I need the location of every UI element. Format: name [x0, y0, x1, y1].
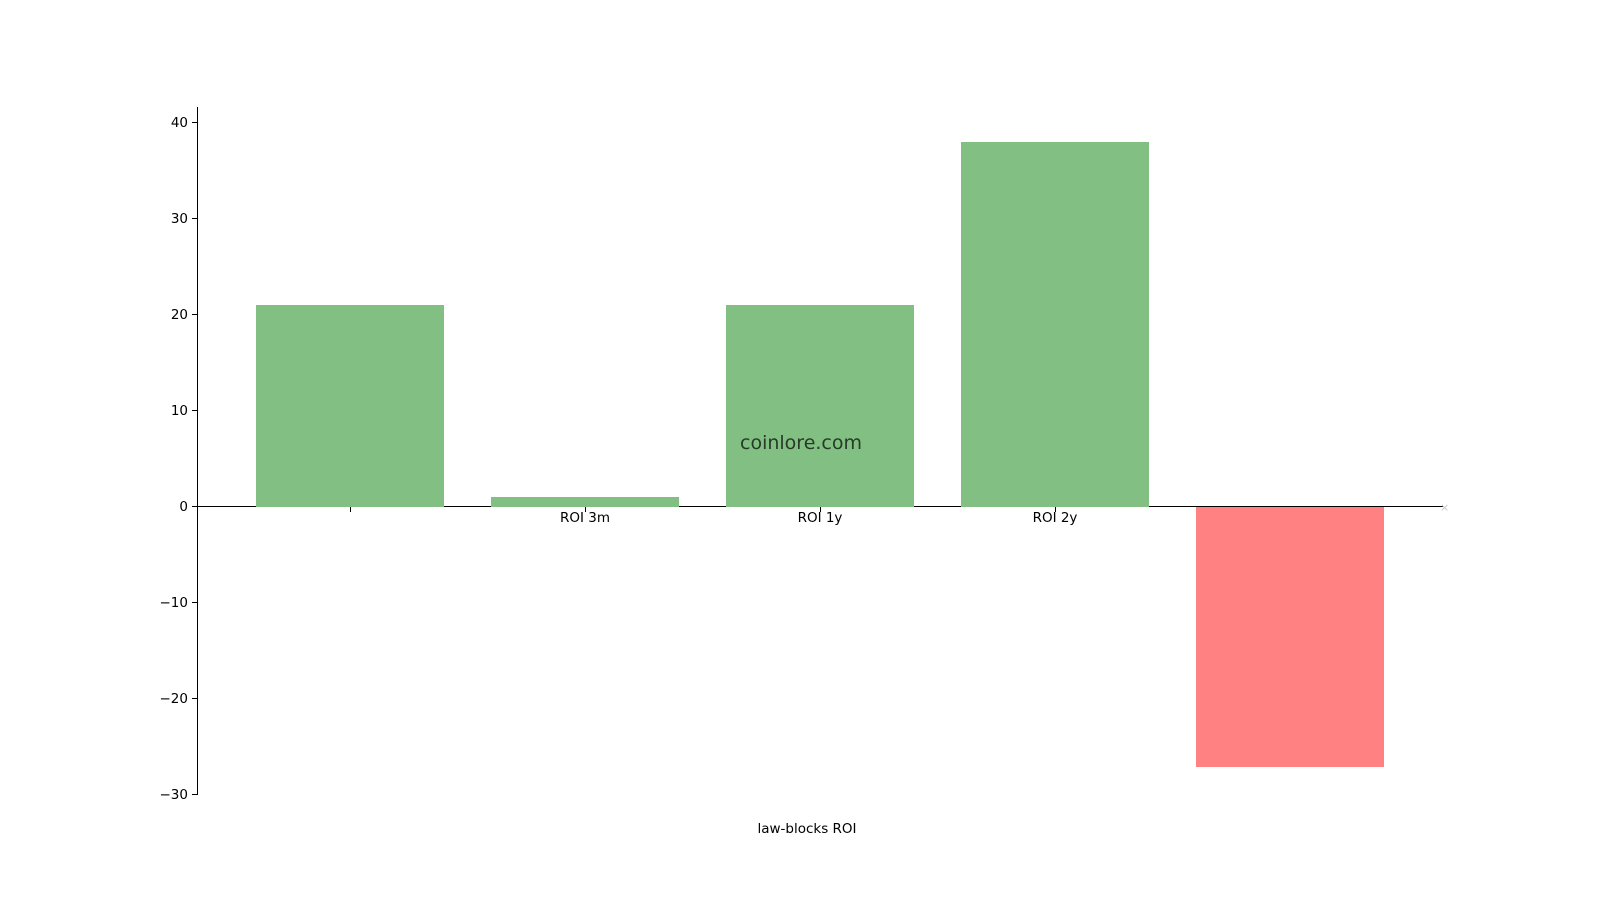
- x-tick-3: [1054, 507, 1056, 512]
- y-tick-0: [192, 506, 197, 508]
- axis-end-marker: ×: [1440, 501, 1450, 514]
- chart-title: law-blocks ROI: [757, 821, 857, 837]
- bar-roi-2y: [961, 142, 1149, 507]
- y-tick-20: [192, 314, 197, 316]
- x-tick-label-3: ROI 2y: [1032, 510, 1078, 526]
- y-tick-10: [192, 410, 197, 412]
- bar-0: [256, 305, 444, 507]
- bar-roi-3m: [491, 497, 679, 507]
- y-tick-label-20: 20: [170, 307, 188, 323]
- y-axis-spine: [197, 107, 199, 795]
- y-tick-30: [192, 218, 197, 220]
- x-tick-0: [349, 507, 351, 512]
- x-tick-1: [584, 507, 586, 512]
- y-tick-label-0: 0: [179, 499, 188, 515]
- watermark-text: coinlore.com: [740, 432, 862, 454]
- bar-4: [1196, 507, 1384, 767]
- y-tick-label-10: 10: [170, 403, 188, 419]
- x-tick-2: [819, 507, 821, 512]
- y-tick-label--30: −30: [159, 787, 189, 803]
- y-tick-label--20: −20: [159, 691, 189, 707]
- x-tick-label-2: ROI 1y: [797, 510, 843, 526]
- y-tick-label--10: −10: [159, 595, 189, 611]
- y-tick--10: [192, 602, 197, 604]
- y-tick-label-40: 40: [170, 115, 188, 131]
- y-tick--20: [192, 698, 197, 700]
- bar-roi-1y: [726, 305, 914, 507]
- y-tick-40: [192, 122, 197, 124]
- y-tick--30: [192, 794, 197, 796]
- x-tick-label-1: ROI 3m: [559, 510, 611, 526]
- y-tick-label-30: 30: [170, 211, 188, 227]
